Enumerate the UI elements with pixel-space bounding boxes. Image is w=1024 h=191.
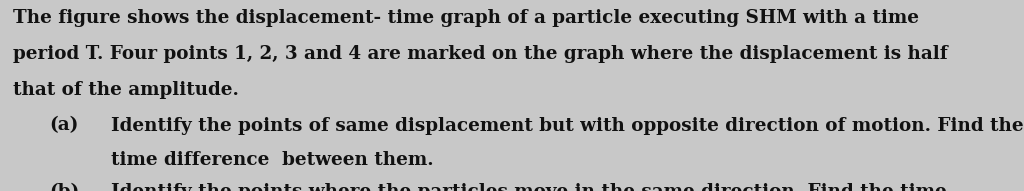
Text: that of the amplitude.: that of the amplitude. — [13, 81, 240, 99]
Text: (b): (b) — [49, 183, 80, 191]
Text: period T. Four points 1, 2, 3 and 4 are marked on the graph where the displaceme: period T. Four points 1, 2, 3 and 4 are … — [13, 45, 948, 63]
Text: (a): (a) — [49, 117, 79, 134]
Text: time difference  between them.: time difference between them. — [111, 151, 433, 169]
Text: Identify the points of same displacement but with opposite direction of motion. : Identify the points of same displacement… — [111, 117, 1023, 134]
Text: The figure shows the displacement- time graph of a particle executing SHM with a: The figure shows the displacement- time … — [13, 9, 920, 27]
Text: Identify the points where the particles move in the same direction. Find the tim: Identify the points where the particles … — [111, 183, 946, 191]
